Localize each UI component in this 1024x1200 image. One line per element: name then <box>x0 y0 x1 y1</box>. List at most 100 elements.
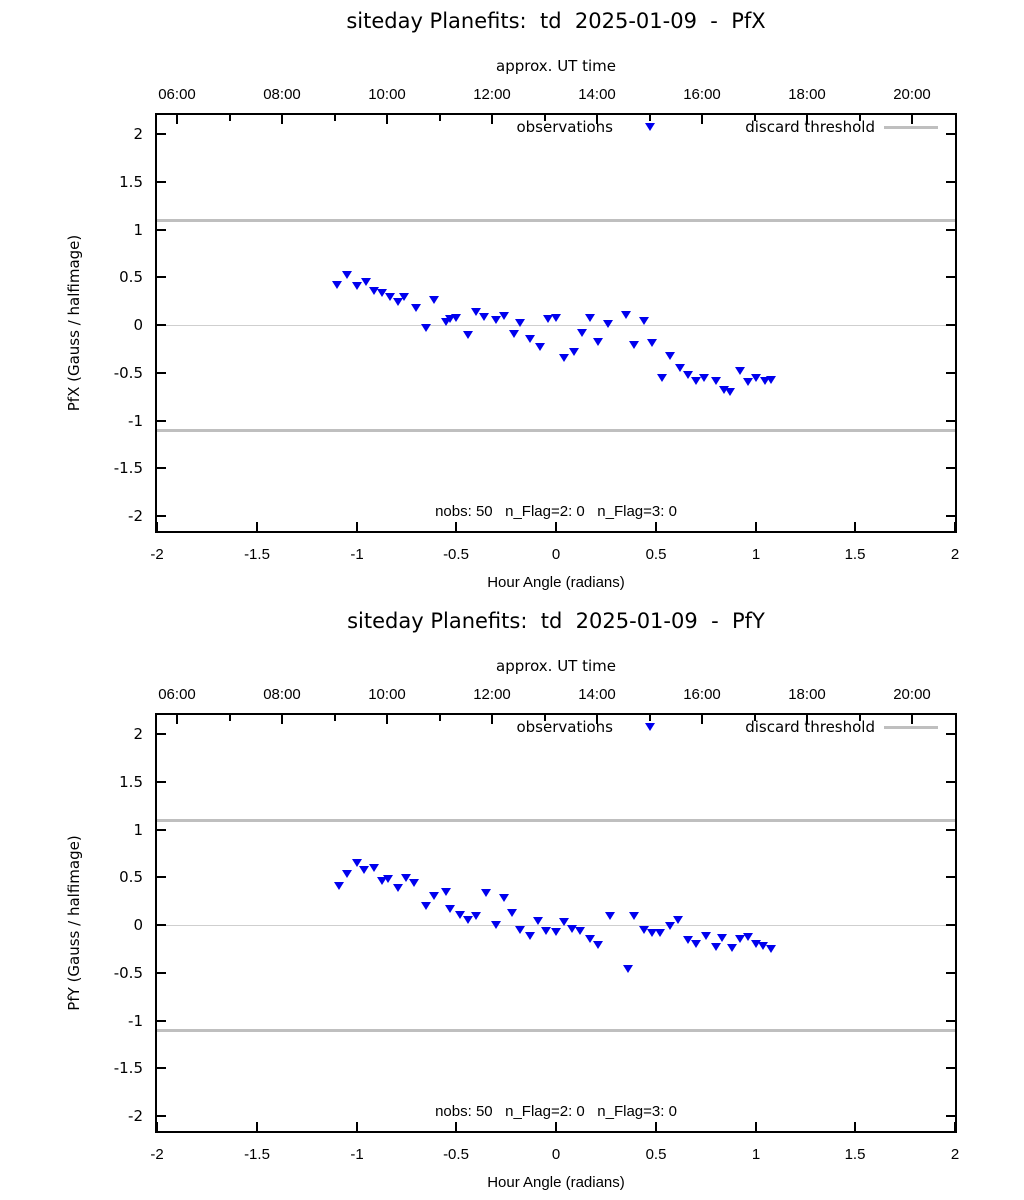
data-point <box>603 320 613 328</box>
y-tick-label: -0.5 <box>113 364 143 382</box>
chart-pfy: siteday Planefits: td 2025-01-09 - PfY a… <box>0 600 1024 1200</box>
page-title: siteday Planefits: td 2025-01-09 - PfY <box>347 609 765 633</box>
x-tick-label: -1 <box>350 546 364 563</box>
data-point <box>655 929 665 937</box>
data-point <box>657 374 667 382</box>
data-point <box>575 927 585 935</box>
ut-tick-minor <box>229 715 231 721</box>
ut-tick-minor <box>439 115 441 121</box>
y-tick-label: 1 <box>133 821 143 839</box>
ut-tick-major <box>281 715 283 724</box>
data-point <box>441 888 451 896</box>
data-point <box>683 936 693 944</box>
x-tick <box>455 522 457 531</box>
y-tick <box>946 733 955 735</box>
data-point <box>699 374 709 382</box>
data-point <box>593 338 603 346</box>
x-tick <box>755 522 757 531</box>
y-tick-label: 1.5 <box>119 173 143 191</box>
y-tick <box>946 276 955 278</box>
data-point <box>551 314 561 322</box>
data-point <box>515 319 525 327</box>
y-tick <box>946 324 955 326</box>
y-tick-label: 0 <box>133 316 143 334</box>
y-tick-label: -1.5 <box>113 1059 143 1077</box>
y-tick-label: 1 <box>133 221 143 239</box>
ut-tick-minor <box>334 115 336 121</box>
ut-tick-minor <box>754 115 756 121</box>
data-point <box>701 932 711 940</box>
data-point <box>629 341 639 349</box>
data-point <box>585 935 595 943</box>
data-point <box>551 928 561 936</box>
y-tick <box>157 733 166 735</box>
data-point <box>639 317 649 325</box>
y-tick <box>946 1067 955 1069</box>
data-point <box>491 316 501 324</box>
y-axis-label: PfY (Gauss / halfimage) <box>65 835 83 1011</box>
ut-tick-label: 12:00 <box>473 686 511 703</box>
data-point <box>751 374 761 382</box>
x-tick-label: 1.5 <box>844 546 866 563</box>
y-tick-label: 0.5 <box>119 868 143 886</box>
x-tick <box>156 1122 158 1131</box>
legend-threshold-label: discard threshold <box>745 118 875 136</box>
data-point <box>421 902 431 910</box>
data-point <box>525 335 535 343</box>
data-point <box>377 289 387 297</box>
y-axis-label: PfX (Gauss / halfimage) <box>65 234 83 412</box>
x-tick <box>356 522 358 531</box>
x-tick <box>954 1122 956 1131</box>
x-tick <box>356 1122 358 1131</box>
data-point <box>342 271 352 279</box>
ut-tick-minor <box>544 115 546 121</box>
ut-time-axis-label: approx. UT time <box>496 657 616 675</box>
data-point <box>543 315 553 323</box>
data-point <box>393 298 403 306</box>
legend-threshold-line-sample <box>884 726 938 729</box>
data-point <box>399 293 409 301</box>
ut-tick-label: 06:00 <box>158 86 196 103</box>
data-point <box>352 282 362 290</box>
data-point <box>639 926 649 934</box>
data-point <box>463 331 473 339</box>
y-tick <box>157 876 166 878</box>
ut-tick-major <box>491 115 493 124</box>
x-tick-label: -1.5 <box>244 1146 270 1163</box>
x-tick-label: 1 <box>751 546 761 563</box>
ut-tick-label: 06:00 <box>158 686 196 703</box>
y-tick <box>946 829 955 831</box>
x-tick-label: 1 <box>751 1146 761 1163</box>
ut-tick-major <box>386 715 388 724</box>
ut-tick-minor <box>649 715 651 721</box>
data-point <box>691 940 701 948</box>
y-tick <box>946 924 955 926</box>
data-point <box>647 339 657 347</box>
ut-tick-major <box>176 715 178 724</box>
data-point <box>623 965 633 973</box>
y-tick-label: -2 <box>128 1107 143 1125</box>
y-tick <box>157 781 166 783</box>
y-tick <box>946 181 955 183</box>
data-point <box>445 315 455 323</box>
y-tick <box>946 972 955 974</box>
data-point <box>621 311 631 319</box>
ut-tick-major <box>596 115 598 124</box>
y-tick <box>946 467 955 469</box>
y-tick <box>946 1115 955 1117</box>
x-tick <box>655 522 657 531</box>
y-tick <box>157 372 166 374</box>
y-tick-label: -1 <box>128 412 143 430</box>
y-tick-label: -2 <box>128 507 143 525</box>
data-point <box>334 882 344 890</box>
data-point <box>429 296 439 304</box>
x-tick-label: 2 <box>950 546 960 563</box>
y-tick <box>157 229 166 231</box>
data-point <box>735 935 745 943</box>
y-tick-label: 2 <box>133 125 143 143</box>
ut-time-axis-label: approx. UT time <box>496 57 616 75</box>
data-point <box>361 278 371 286</box>
ut-tick-label: 10:00 <box>368 686 406 703</box>
data-point <box>717 934 727 942</box>
discard-threshold-line <box>157 219 955 222</box>
